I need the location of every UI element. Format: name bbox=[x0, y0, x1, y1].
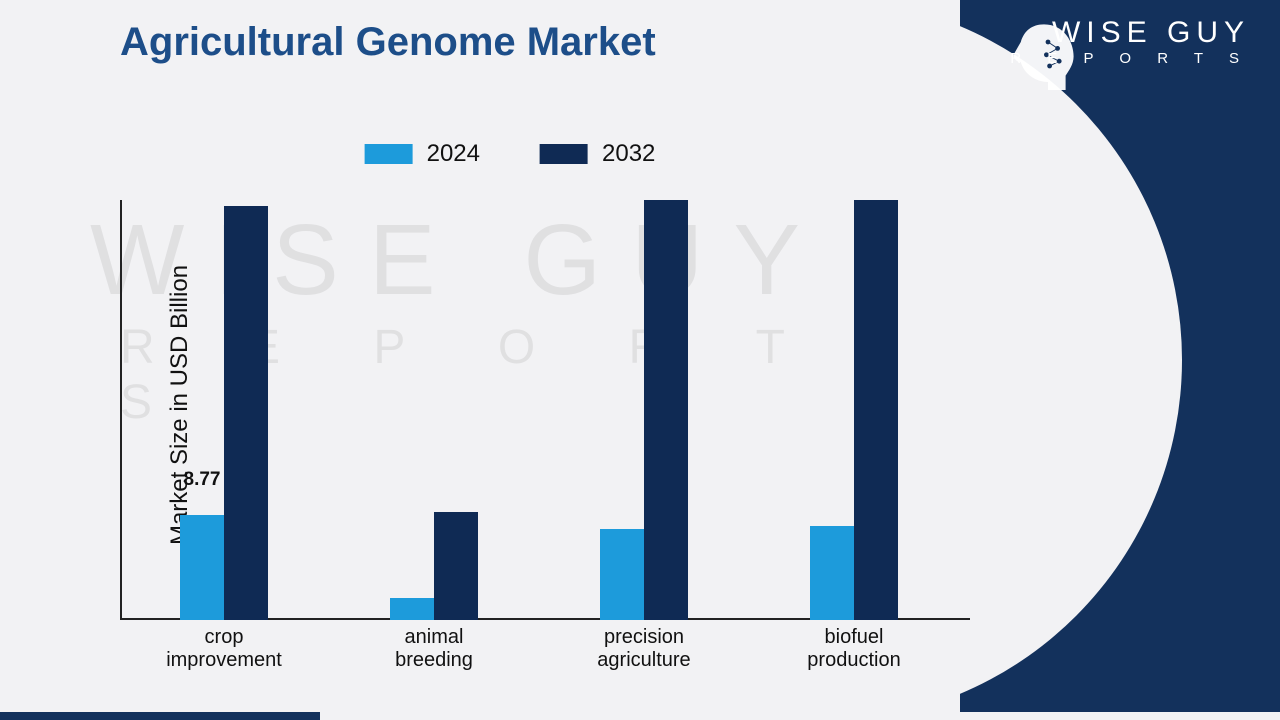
bar-2032 bbox=[854, 200, 898, 620]
bar-group: biofuelproduction bbox=[810, 200, 898, 620]
brand-line2: R E P O R T S bbox=[1010, 50, 1250, 67]
legend: 2024 2032 bbox=[365, 140, 656, 168]
legend-item-2032: 2032 bbox=[540, 140, 655, 168]
bar-2024 bbox=[600, 529, 644, 620]
legend-label-2024: 2024 bbox=[427, 140, 480, 168]
brand-panel bbox=[960, 0, 1280, 712]
bar-group: precisionagriculture bbox=[600, 200, 688, 620]
bar-2024 bbox=[180, 515, 224, 620]
legend-swatch-2024 bbox=[365, 144, 413, 164]
x-tick-label: precisionagriculture bbox=[554, 620, 734, 672]
bar-2024 bbox=[810, 526, 854, 620]
y-axis bbox=[120, 200, 122, 620]
accent-strip bbox=[0, 712, 320, 720]
x-tick-label: biofuelproduction bbox=[764, 620, 944, 672]
chart-title: Agricultural Genome Market bbox=[120, 20, 656, 65]
bar-2032 bbox=[224, 206, 268, 620]
bar-2032 bbox=[434, 512, 478, 620]
bar-group: animalbreeding bbox=[390, 512, 478, 620]
x-tick-label: cropimprovement bbox=[134, 620, 314, 672]
value-label: 8.77 bbox=[184, 469, 221, 491]
plot-area: cropimprovement animalbreeding precisionag… bbox=[120, 200, 970, 620]
brand-logo: WISE GUY R E P O R T S bbox=[1010, 18, 1250, 67]
x-tick-label: animalbreeding bbox=[344, 620, 524, 672]
legend-label-2032: 2032 bbox=[602, 140, 655, 168]
bar-2032 bbox=[644, 200, 688, 620]
bar-group: cropimprovement bbox=[180, 206, 268, 620]
legend-swatch-2032 bbox=[540, 144, 588, 164]
legend-item-2024: 2024 bbox=[365, 140, 480, 168]
stage: WISE GUY R E P O R T S Agricultural Geno… bbox=[0, 0, 1280, 720]
brand-line1: WISE GUY bbox=[1010, 18, 1250, 48]
bar-2024 bbox=[390, 598, 434, 620]
chart: Market Size in USD Billion 2024 2032 cro… bbox=[50, 130, 970, 680]
